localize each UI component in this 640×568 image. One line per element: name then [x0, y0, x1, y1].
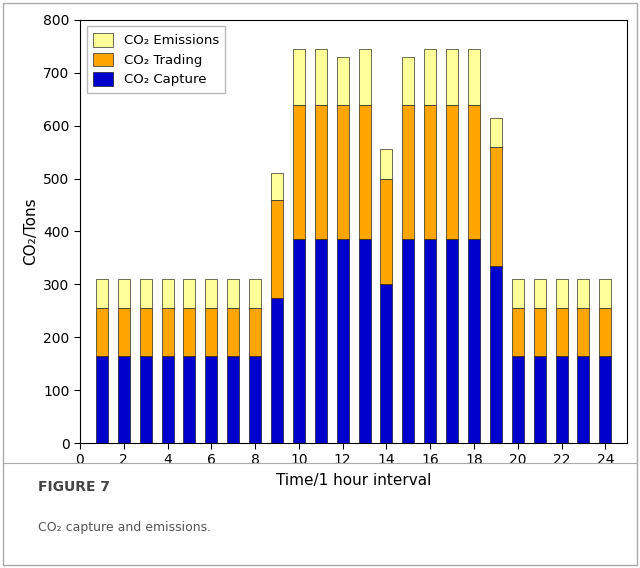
Bar [271, 298, 283, 443]
Bar [380, 285, 392, 443]
Bar [468, 49, 480, 105]
Bar [96, 279, 108, 308]
Legend: CO₂ Emissions, CO₂ Trading, CO₂ Capture: CO₂ Emissions, CO₂ Trading, CO₂ Capture [86, 27, 225, 93]
Bar [161, 356, 173, 443]
Bar [293, 49, 305, 105]
Bar [512, 308, 524, 356]
Bar [227, 279, 239, 308]
Bar [140, 308, 152, 356]
Bar [556, 279, 568, 308]
Bar [227, 356, 239, 443]
Bar [599, 279, 611, 308]
Bar [293, 239, 305, 443]
Bar [577, 356, 589, 443]
Text: CO₂ capture and emissions.: CO₂ capture and emissions. [38, 521, 212, 534]
Bar [512, 279, 524, 308]
Bar [577, 279, 589, 308]
Bar [534, 356, 546, 443]
Bar [403, 57, 414, 105]
Bar [468, 105, 480, 239]
Bar [358, 239, 371, 443]
Bar [140, 356, 152, 443]
Bar [468, 239, 480, 443]
Bar [271, 200, 283, 298]
Bar [227, 308, 239, 356]
X-axis label: Time/1 hour interval: Time/1 hour interval [276, 473, 431, 488]
Bar [534, 279, 546, 308]
Bar [446, 239, 458, 443]
Bar [512, 356, 524, 443]
Bar [380, 178, 392, 285]
Bar [271, 173, 283, 200]
Bar [205, 279, 218, 308]
Bar [380, 149, 392, 178]
Bar [161, 279, 173, 308]
Bar [315, 49, 327, 105]
Bar [599, 356, 611, 443]
Bar [96, 356, 108, 443]
Bar [556, 356, 568, 443]
Y-axis label: CO₂/Tons: CO₂/Tons [22, 198, 38, 265]
Bar [337, 57, 349, 105]
Bar [577, 308, 589, 356]
Bar [315, 105, 327, 239]
Bar [556, 308, 568, 356]
Bar [249, 308, 261, 356]
Bar [534, 308, 546, 356]
Bar [446, 49, 458, 105]
Bar [337, 239, 349, 443]
Bar [184, 356, 195, 443]
Bar [140, 279, 152, 308]
Bar [293, 105, 305, 239]
Bar [118, 279, 130, 308]
Bar [490, 118, 502, 147]
Bar [403, 105, 414, 239]
Bar [424, 105, 436, 239]
Text: FIGURE 7: FIGURE 7 [38, 481, 111, 494]
Bar [118, 356, 130, 443]
Bar [337, 105, 349, 239]
Bar [490, 147, 502, 266]
Bar [424, 239, 436, 443]
Bar [446, 105, 458, 239]
Bar [161, 308, 173, 356]
Bar [490, 266, 502, 443]
Bar [599, 308, 611, 356]
Bar [358, 105, 371, 239]
Bar [118, 308, 130, 356]
Bar [249, 279, 261, 308]
Bar [358, 49, 371, 105]
Bar [96, 308, 108, 356]
Bar [205, 308, 218, 356]
Bar [184, 279, 195, 308]
Bar [315, 239, 327, 443]
Bar [403, 239, 414, 443]
Bar [424, 49, 436, 105]
Bar [205, 356, 218, 443]
Bar [184, 308, 195, 356]
Bar [249, 356, 261, 443]
